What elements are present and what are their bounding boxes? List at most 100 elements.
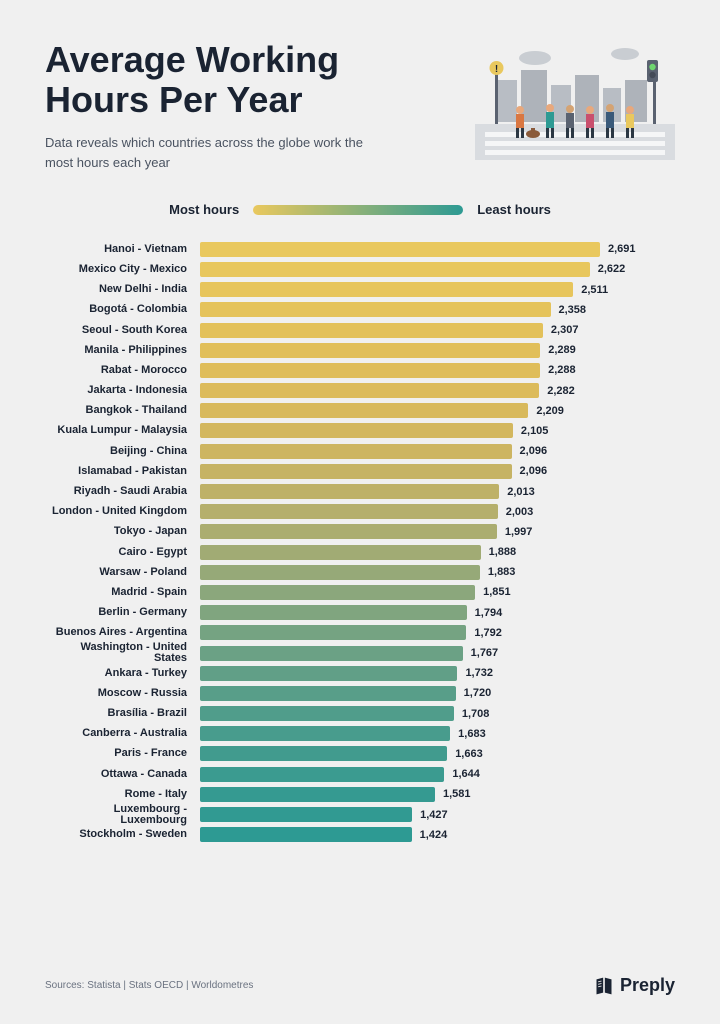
chart-row: Madrid - Spain1,851 (200, 582, 675, 602)
bar-value: 1,732 (465, 667, 493, 679)
bar-wrap: 1,732 (200, 666, 675, 681)
chart-row: Bogotá - Colombia2,358 (200, 300, 675, 320)
bar-wrap: 1,883 (200, 565, 675, 580)
bar-wrap: 2,288 (200, 363, 675, 378)
brand-icon (594, 976, 614, 996)
bar-value: 1,997 (505, 526, 533, 538)
chart-row: New Delhi - India2,511 (200, 280, 675, 300)
bar-wrap: 2,622 (200, 262, 675, 277)
bar (200, 464, 512, 479)
bar (200, 262, 590, 277)
chart-row: Washington - United States1,767 (200, 643, 675, 663)
chart-row: Buenos Aires - Argentina1,792 (200, 623, 675, 643)
title-block: Average Working Hours Per Year Data reve… (45, 40, 475, 172)
bar-value: 1,851 (483, 586, 511, 598)
chart-row: Bangkok - Thailand2,209 (200, 401, 675, 421)
legend-left-label: Most hours (169, 202, 239, 217)
bar-value: 1,888 (489, 546, 517, 558)
row-label: Jakarta - Indonesia (45, 385, 195, 396)
bar-wrap: 1,427 (200, 807, 675, 822)
bar-wrap: 2,289 (200, 343, 675, 358)
chart-row: Warsaw - Poland1,883 (200, 562, 675, 582)
bar-value: 2,358 (559, 304, 587, 316)
bar (200, 585, 475, 600)
row-label: Buenos Aires - Argentina (45, 627, 195, 638)
row-label: Brasília - Brazil (45, 708, 195, 719)
bar (200, 726, 450, 741)
bar (200, 686, 456, 701)
bar-value: 1,767 (471, 647, 499, 659)
bar-wrap: 1,683 (200, 726, 675, 741)
subtitle: Data reveals which countries across the … (45, 133, 385, 172)
chart-row: Brasília - Brazil1,708 (200, 704, 675, 724)
bar-value: 2,288 (548, 364, 576, 376)
chart-row: Cairo - Egypt1,888 (200, 542, 675, 562)
row-label: Hanoi - Vietnam (45, 244, 195, 255)
bar-wrap: 1,720 (200, 686, 675, 701)
bar-value: 2,003 (506, 506, 534, 518)
bar-value: 1,792 (474, 627, 502, 639)
row-label: Kuala Lumpur - Malaysia (45, 425, 195, 436)
chart-row: Islamabad - Pakistan2,096 (200, 461, 675, 481)
bar-wrap: 2,003 (200, 504, 675, 519)
row-label: Madrid - Spain (45, 587, 195, 598)
bar (200, 504, 498, 519)
bar (200, 666, 457, 681)
bar (200, 444, 512, 459)
bar (200, 646, 463, 661)
chart-row: Hanoi - Vietnam2,691 (200, 239, 675, 259)
bar-wrap: 2,691 (200, 242, 675, 257)
bar-wrap: 1,888 (200, 545, 675, 560)
chart-row: Rome - Italy1,581 (200, 784, 675, 804)
row-label: Ankara - Turkey (45, 668, 195, 679)
row-label: Tokyo - Japan (45, 526, 195, 537)
row-label: Bogotá - Colombia (45, 304, 195, 315)
bar (200, 605, 467, 620)
chart-row: Luxembourg - Luxembourg1,427 (200, 804, 675, 824)
bar-value: 1,424 (420, 829, 448, 841)
bar (200, 484, 499, 499)
bar-wrap: 2,282 (200, 383, 675, 398)
bar-value: 1,683 (458, 728, 486, 740)
bar (200, 383, 539, 398)
bar-wrap: 2,209 (200, 403, 675, 418)
row-label: Luxembourg - Luxembourg (45, 804, 195, 826)
chart-row: Manila - Philippines2,289 (200, 340, 675, 360)
row-label: Ottawa - Canada (45, 769, 195, 780)
row-label: Beijing - China (45, 446, 195, 457)
bar (200, 242, 600, 257)
bar-value: 1,794 (475, 607, 503, 619)
bar (200, 423, 513, 438)
bar-value: 2,511 (581, 284, 608, 296)
brand: Preply (594, 975, 675, 996)
chart-row: Ankara - Turkey1,732 (200, 663, 675, 683)
bar-wrap: 2,096 (200, 444, 675, 459)
bar (200, 767, 444, 782)
row-label: Warsaw - Poland (45, 567, 195, 578)
row-label: Paris - France (45, 748, 195, 759)
bar-wrap: 2,358 (200, 302, 675, 317)
bar-wrap: 2,511 (200, 282, 675, 297)
bar-wrap: 1,708 (200, 706, 675, 721)
bar-wrap: 2,013 (200, 484, 675, 499)
row-label: Berlin - Germany (45, 607, 195, 618)
bar-wrap: 1,792 (200, 625, 675, 640)
row-label: Bangkok - Thailand (45, 405, 195, 416)
bar-value: 1,581 (443, 788, 471, 800)
row-label: Manila - Philippines (45, 345, 195, 356)
chart-row: Beijing - China2,096 (200, 441, 675, 461)
bar-value: 2,691 (608, 243, 636, 255)
page-title: Average Working Hours Per Year (45, 40, 425, 119)
bar-chart: Hanoi - Vietnam2,691Mexico City - Mexico… (45, 239, 675, 845)
bar-value: 1,708 (462, 708, 490, 720)
chart-row: Moscow - Russia1,720 (200, 683, 675, 703)
bar-wrap: 1,581 (200, 787, 675, 802)
bar (200, 323, 543, 338)
row-label: Rome - Italy (45, 789, 195, 800)
bar (200, 282, 573, 297)
bar-value: 2,289 (548, 344, 576, 356)
legend: Most hours Least hours (45, 202, 675, 217)
bar (200, 787, 435, 802)
bar-value: 2,096 (520, 465, 548, 477)
chart-row: Paris - France1,663 (200, 744, 675, 764)
